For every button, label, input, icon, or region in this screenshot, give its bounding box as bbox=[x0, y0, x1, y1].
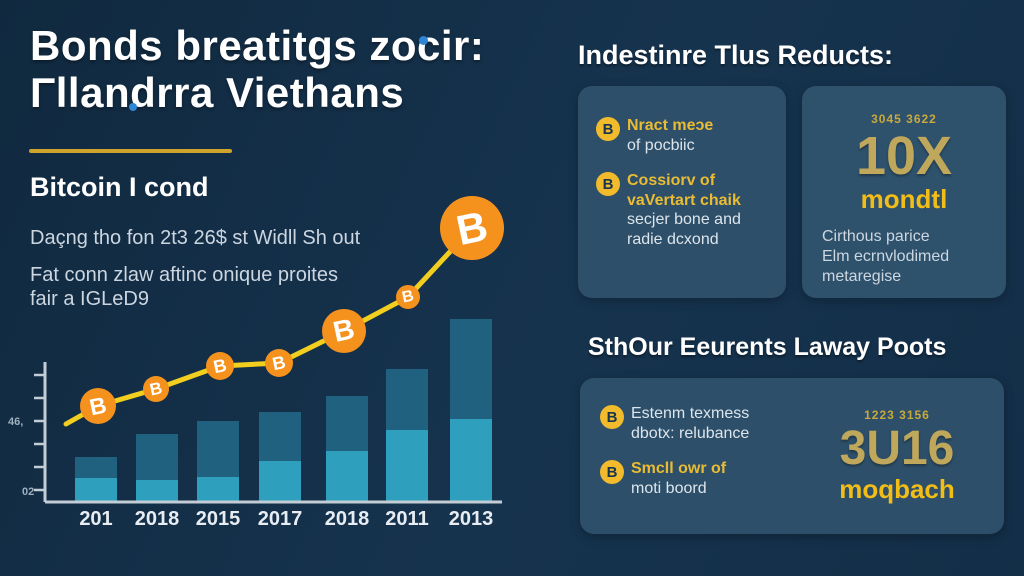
svg-text:2011: 2011 bbox=[385, 508, 428, 530]
bullets-card: B Nract meɔe of pocbiic B Cossiorv of va… bbox=[578, 86, 786, 298]
svg-text:B: B bbox=[271, 352, 288, 374]
bullet-line1: Estenm texmess bbox=[631, 405, 750, 422]
stat-small-text: 3045 3622 bbox=[871, 112, 937, 126]
title-underline-rule bbox=[29, 149, 232, 153]
stat-body-line3: metaregise bbox=[822, 267, 902, 285]
stat-card-10x: 3045 3622 10X mondtl Cirthous parice Elm… bbox=[802, 86, 1006, 298]
svg-text:201: 201 bbox=[79, 508, 112, 530]
bullet-body: of pocbiic bbox=[627, 136, 695, 154]
section-subheading: Bitcoin I cond bbox=[30, 172, 209, 202]
svg-text:02: 02 bbox=[22, 486, 34, 498]
stat-big-value: 3U16 bbox=[839, 422, 955, 475]
bottom-stat-card: B Estenm texmess dbotx: relubance B Smcl… bbox=[580, 378, 1004, 534]
bitcoin-icon: B bbox=[596, 117, 620, 141]
stat-big-value: 10X bbox=[855, 126, 953, 186]
intro-paragraph: Daçng tho fon 2t3 26$ st Widll Sh out Fa… bbox=[30, 226, 364, 311]
bullet-text: Nract meɔe of pocbiic bbox=[627, 116, 713, 155]
bottom-card-bullets: B Estenm texmess dbotx: relubance B Smcl… bbox=[600, 404, 804, 534]
svg-text:B: B bbox=[401, 287, 416, 306]
bullet-text: Cossiorv of vaVertart chaik secjer bone … bbox=[627, 171, 772, 249]
svg-text:2018: 2018 bbox=[325, 508, 370, 530]
intro-paragraph-line1: Daçng tho fon 2t3 26$ st Widll Sh out bbox=[30, 227, 361, 249]
intro-paragraph-line2: Fat conn zlaw aftinc onique proites bbox=[30, 264, 338, 286]
svg-text:B: B bbox=[212, 355, 229, 377]
bullet-highlight: Cossiorv of vaVertart chaik bbox=[627, 172, 741, 209]
page-title-line1: Bonds breatitgs zocir: bbox=[30, 22, 485, 69]
svg-text:2015: 2015 bbox=[196, 508, 241, 530]
blue-accent-dot bbox=[419, 36, 428, 45]
page-title-line2: Γllandrra Viethans bbox=[30, 69, 405, 117]
stat-label: mondtl bbox=[860, 184, 948, 214]
bullet-line2: dbotx: relubance bbox=[631, 424, 750, 442]
bitcoin-icon: B bbox=[596, 172, 620, 197]
bottom-card-stat: 1223 3156 3U16 moqbach bbox=[804, 404, 990, 534]
svg-text:2013: 2013 bbox=[449, 508, 494, 530]
stat-body-line2: Elm ecrnvlodimed bbox=[822, 247, 950, 265]
bitcoin-icon: B bbox=[600, 460, 624, 485]
bullet-item: B Estenm texmess dbotx: relubance bbox=[600, 404, 804, 443]
blue-accent-dot bbox=[129, 103, 137, 111]
right-section1-heading: Indestinre Tlus Reducts: bbox=[578, 40, 894, 70]
svg-text:46,: 46, bbox=[8, 416, 23, 428]
bullet-text: Estenm texmess dbotx: relubance bbox=[631, 404, 749, 443]
bullet-highlight: Smcll owr of bbox=[631, 460, 727, 478]
stat-label: moqbach bbox=[839, 474, 955, 504]
svg-text:2018: 2018 bbox=[135, 508, 180, 530]
svg-text:B: B bbox=[148, 378, 164, 399]
bullet-item: B Nract meɔe of pocbiic bbox=[596, 116, 772, 155]
svg-text:B: B bbox=[87, 392, 109, 421]
right-section2-heading: SthOur Eeurents Laway Poots bbox=[588, 333, 947, 361]
bullet-item: B Smcll owr of moti boord bbox=[600, 459, 804, 498]
bullet-body: moti boord bbox=[631, 479, 707, 497]
bullet-text: Smcll owr of moti boord bbox=[631, 459, 726, 498]
stat-body-line1: Cirthous parice bbox=[822, 228, 930, 245]
bullet-item: B Cossiorv of vaVertart chaik secjer bon… bbox=[596, 171, 772, 249]
page-title: Bonds breatitgs zocir: Γllandrra Viethan… bbox=[30, 22, 484, 116]
bullet-highlight: Nract meɔe bbox=[627, 117, 714, 134]
intro-paragraph-line3: fair a IGLeD9 bbox=[30, 288, 149, 310]
stat-small-text: 1223 3156 bbox=[864, 408, 930, 422]
bullet-body: secjer bone and radie dcxond bbox=[627, 211, 741, 248]
svg-text:2017: 2017 bbox=[258, 508, 303, 530]
stat-card-body: Cirthous parice Elm ecrnvlodimed metareg… bbox=[802, 215, 1006, 286]
bitcoin-icon: B bbox=[600, 405, 624, 429]
